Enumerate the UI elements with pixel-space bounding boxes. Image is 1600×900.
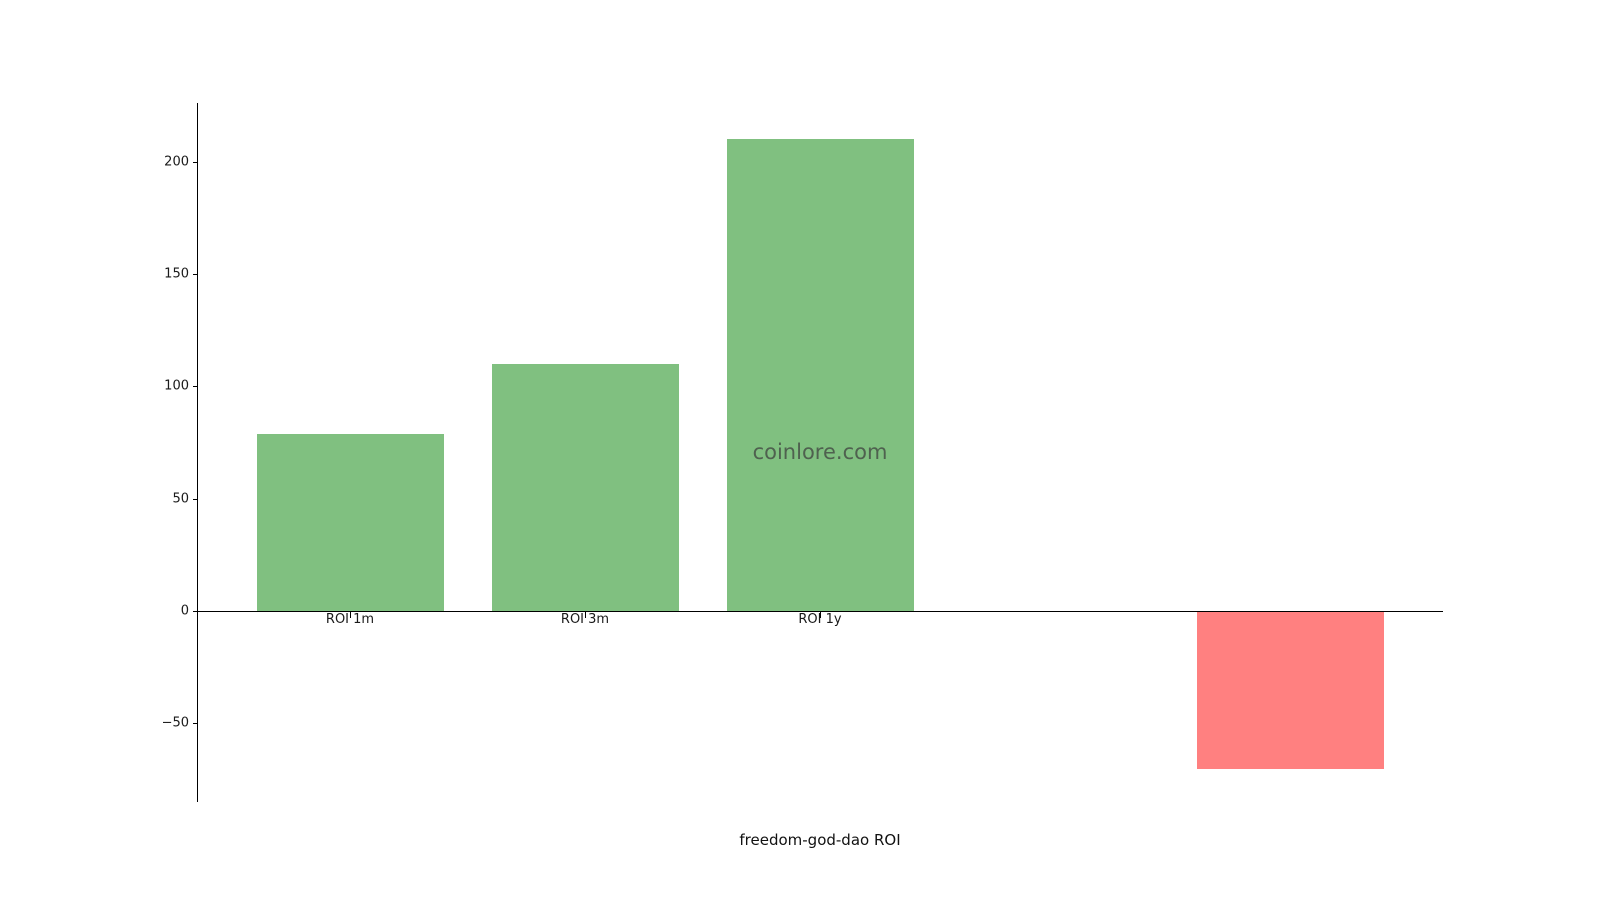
x-axis-line bbox=[197, 611, 1443, 612]
y-tick-mark bbox=[193, 386, 197, 388]
y-tick-label: 0 bbox=[180, 603, 189, 619]
bar-roi-3m bbox=[491, 363, 679, 611]
x-tick-label: ROI 1y bbox=[798, 612, 842, 627]
y-tick-label: 200 bbox=[164, 154, 189, 170]
x-tick-label: ROI 3m bbox=[560, 612, 610, 627]
y-tick-label: 50 bbox=[172, 491, 189, 507]
y-tick-mark bbox=[193, 723, 197, 725]
bar-roi-1y bbox=[726, 139, 914, 611]
bar-unlabeled bbox=[1196, 612, 1384, 770]
x-tick-mark bbox=[585, 612, 586, 618]
x-tick-mark bbox=[820, 612, 821, 618]
x-axis-title: freedom-god-dao ROI bbox=[739, 831, 901, 849]
y-tick-mark bbox=[193, 274, 197, 276]
watermark: coinlore.com bbox=[752, 440, 888, 464]
y-tick-label: 100 bbox=[164, 378, 189, 394]
y-tick-mark bbox=[193, 161, 197, 163]
bar-roi-1m bbox=[256, 433, 444, 611]
y-axis-line bbox=[197, 103, 198, 802]
x-tick-label: ROI 1m bbox=[325, 612, 375, 627]
y-tick-label: −50 bbox=[161, 715, 189, 731]
y-tick-mark bbox=[193, 611, 197, 612]
x-tick-mark bbox=[350, 612, 351, 618]
y-tick-mark bbox=[193, 498, 197, 500]
y-tick-label: 150 bbox=[164, 266, 189, 282]
